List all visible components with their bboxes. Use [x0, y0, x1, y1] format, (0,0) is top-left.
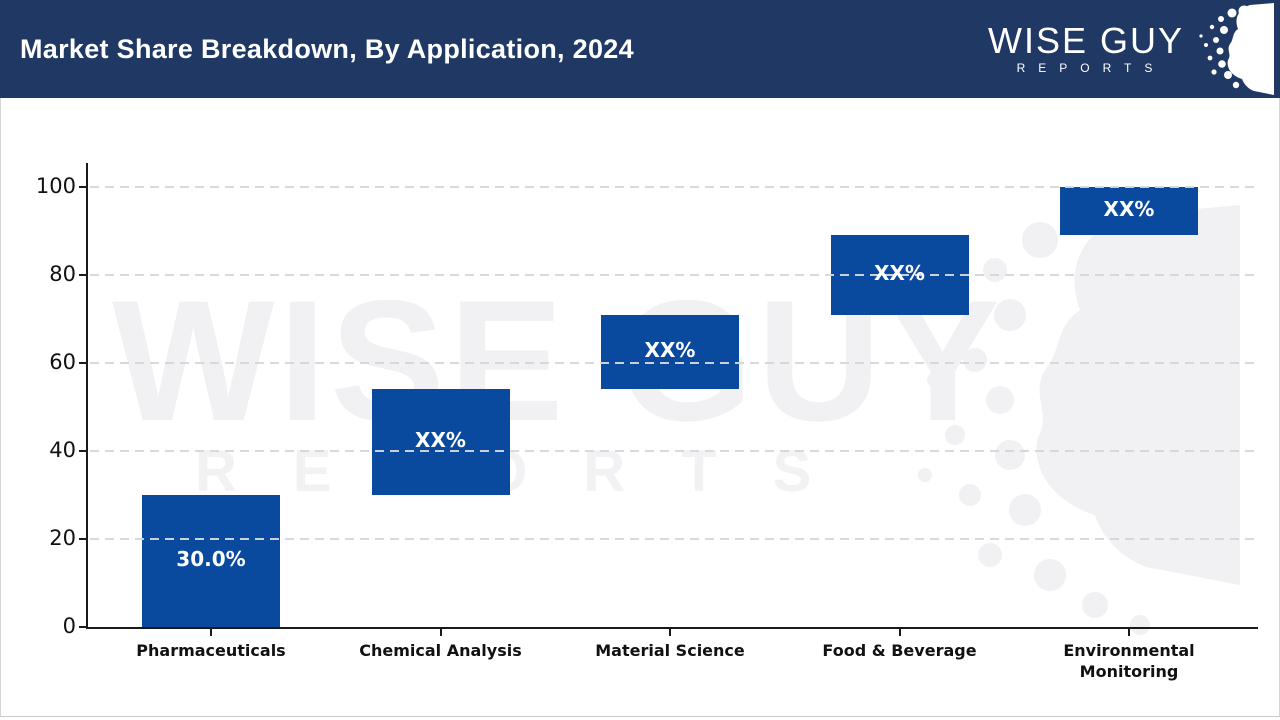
gridline-80 — [90, 274, 1258, 276]
xtick-mark-environmental-monitoring — [1128, 629, 1130, 636]
ytick-label-40: 40 — [49, 438, 76, 462]
y-axis-spine — [86, 163, 88, 629]
bar-material-science — [601, 314, 739, 390]
gridline-40 — [90, 450, 1258, 452]
xtick-label-material-science: Material Science — [595, 641, 745, 660]
ytick-mark-100 — [79, 186, 87, 188]
ytick-label-80: 80 — [49, 262, 76, 286]
bar-pharmaceuticals — [142, 495, 280, 627]
gridline-20 — [90, 538, 1258, 540]
gridline-100 — [90, 186, 1258, 188]
xtick-mark-chemical-analysis — [439, 629, 442, 636]
bar-value-label-environmental-monitoring: XX% — [1103, 197, 1155, 222]
ytick-mark-80 — [79, 274, 87, 276]
page-title: Market Share Breakdown, By Application, … — [20, 33, 634, 64]
xtick-label-chemical-analysis: Chemical Analysis — [359, 641, 522, 660]
ytick-mark-20 — [79, 538, 87, 540]
ytick-mark-60 — [79, 362, 87, 364]
bar-value-label-material-science: XX% — [644, 338, 696, 362]
ytick-mark-40 — [79, 450, 87, 452]
bar-environmental-monitoring — [1060, 187, 1198, 236]
ytick-label-60: 60 — [49, 350, 76, 374]
bar-value-label-chemical-analysis: XX% — [415, 428, 466, 453]
ytick-label-20: 20 — [49, 526, 76, 550]
logo-line2: REPORTS — [1016, 61, 1166, 75]
xtick-label-pharmaceuticals: Pharmaceuticals — [136, 641, 286, 660]
gridline-60 — [90, 362, 1258, 364]
logo-wordmark: WISE GUY REPORTS — [988, 22, 1184, 76]
ytick-label-100: 100 — [35, 174, 76, 198]
bar-value-label-pharmaceuticals: 30.0% — [176, 547, 246, 571]
logo-face-icon — [1199, 3, 1274, 95]
bar-chemical-analysis — [371, 389, 510, 495]
xtick-mark-material-science — [669, 629, 671, 636]
xtick-label-food-beverage: Food & Beverage — [822, 641, 977, 660]
bar-value-label-food-beverage: XX% — [874, 261, 925, 285]
logo-line1: WISE GUY — [987, 20, 1184, 61]
wiseguy-logo: WISE GUY REPORTS — [988, 3, 1280, 95]
ytick-label-0: 0 — [62, 614, 76, 638]
header: Market Share Breakdown, By Application, … — [0, 0, 1280, 98]
ytick-mark-0 — [79, 626, 87, 628]
x-axis-spine — [86, 627, 1258, 629]
xtick-mark-food-beverage — [898, 629, 901, 636]
xtick-mark-pharmaceuticals — [210, 629, 212, 636]
xtick-label-environmental-monitoring: Environmental Monitoring — [1063, 641, 1195, 681]
